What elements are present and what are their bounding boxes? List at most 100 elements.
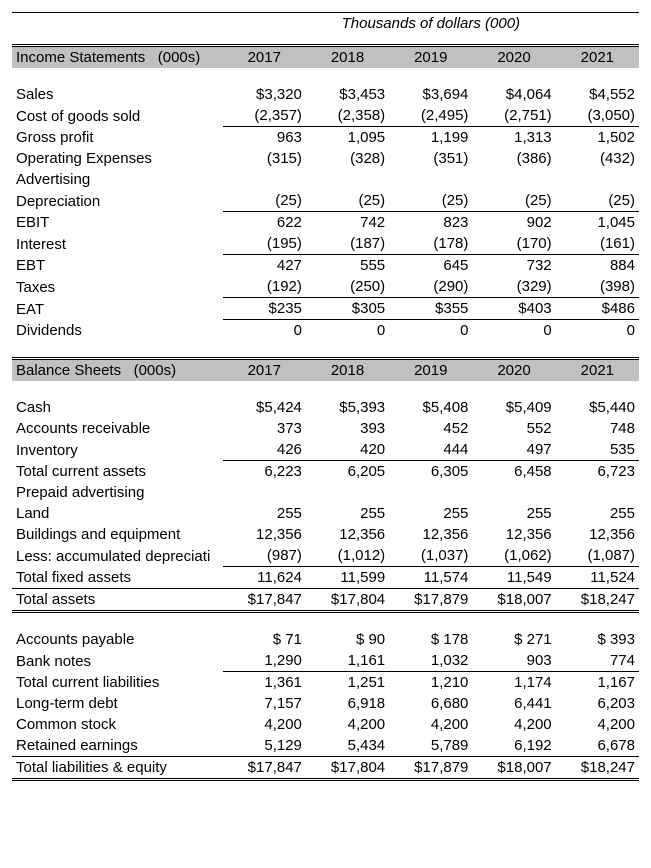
cell-opex-2019: (351) xyxy=(389,148,472,169)
cell-sales-2021: $4,552 xyxy=(556,84,639,105)
row-label-int: Interest xyxy=(12,233,223,255)
cell-accdep-2019: (1,037) xyxy=(389,545,472,567)
row-label-tcl: Total current liabilities xyxy=(12,672,223,694)
cell-eat-2020: $403 xyxy=(472,298,555,320)
cell-tle-2017: $17,847 xyxy=(223,757,306,780)
cell-cogs-2020: (2,751) xyxy=(472,105,555,127)
cell-opex-2021: (432) xyxy=(556,148,639,169)
cell-land-2020: 255 xyxy=(472,503,555,524)
cell-gross-2021: 1,502 xyxy=(556,127,639,149)
cell-eat-2018: $305 xyxy=(306,298,389,320)
row-label-inv: Inventory xyxy=(12,439,223,461)
row-label-div: Dividends xyxy=(12,320,223,342)
cell-ar-2020: 552 xyxy=(472,418,555,439)
cell-land-2017: 255 xyxy=(223,503,306,524)
cell-tfa-2021: 11,524 xyxy=(556,567,639,589)
balance-row-inv: Inventory426420444497535 xyxy=(12,439,639,461)
cell-ppa-2017 xyxy=(223,482,306,503)
cell-tcl-2020: 1,174 xyxy=(472,672,555,694)
cell-ltd-2018: 6,918 xyxy=(306,693,389,714)
cell-dep-2019: (25) xyxy=(389,190,472,212)
cell-inv-2018: 420 xyxy=(306,439,389,461)
cell-tax-2020: (329) xyxy=(472,276,555,298)
cell-gross-2020: 1,313 xyxy=(472,127,555,149)
balance-row-tfa: Total fixed assets11,62411,59911,57411,5… xyxy=(12,567,639,589)
cell-ebit-2019: 823 xyxy=(389,212,472,234)
cell-cogs-2021: (3,050) xyxy=(556,105,639,127)
cell-ar-2018: 393 xyxy=(306,418,389,439)
cell-tca-2017: 6,223 xyxy=(223,461,306,483)
cell-ta-2020: $18,007 xyxy=(472,589,555,612)
cell-cash-2018: $5,393 xyxy=(306,397,389,418)
cell-opex-2017: (315) xyxy=(223,148,306,169)
income-row-tax: Taxes(192)(250)(290)(329)(398) xyxy=(12,276,639,298)
year-2017: 2017 xyxy=(223,46,306,69)
cell-ebt-2019: 645 xyxy=(389,255,472,277)
cell-ppa-2021 xyxy=(556,482,639,503)
income-row-ebt: EBT427555645732884 xyxy=(12,255,639,277)
cell-eat-2017: $235 xyxy=(223,298,306,320)
cell-bn-2019: 1,032 xyxy=(389,650,472,672)
row-label-cogs: Cost of goods sold xyxy=(12,105,223,127)
cell-tfa-2020: 11,549 xyxy=(472,567,555,589)
cell-accdep-2017: (987) xyxy=(223,545,306,567)
row-label-ppa: Prepaid advertising xyxy=(12,482,223,503)
cell-div-2021: 0 xyxy=(556,320,639,342)
cell-re-2018: 5,434 xyxy=(306,735,389,757)
cell-tcl-2017: 1,361 xyxy=(223,672,306,694)
cell-cs-2021: 4,200 xyxy=(556,714,639,735)
cell-ar-2021: 748 xyxy=(556,418,639,439)
cell-tfa-2017: 11,624 xyxy=(223,567,306,589)
cell-ebt-2020: 732 xyxy=(472,255,555,277)
row-label-tax: Taxes xyxy=(12,276,223,298)
cell-tax-2021: (398) xyxy=(556,276,639,298)
cell-tax-2018: (250) xyxy=(306,276,389,298)
cell-ar-2017: 373 xyxy=(223,418,306,439)
cell-eat-2019: $355 xyxy=(389,298,472,320)
row-label-land: Land xyxy=(12,503,223,524)
income-row-adv: Advertising xyxy=(12,169,639,190)
row-label-cs: Common stock xyxy=(12,714,223,735)
cell-bldg-2017: 12,356 xyxy=(223,524,306,545)
cell-int-2021: (161) xyxy=(556,233,639,255)
cell-inv-2017: 426 xyxy=(223,439,306,461)
cell-tle-2019: $17,879 xyxy=(389,757,472,780)
cell-ap-2017: $ 71 xyxy=(223,629,306,650)
row-label-ar: Accounts receivable xyxy=(12,418,223,439)
cell-ebt-2017: 427 xyxy=(223,255,306,277)
income-row-opex: Operating Expenses(315)(328)(351)(386)(4… xyxy=(12,148,639,169)
cell-adv-2021 xyxy=(556,169,639,190)
cell-ltd-2017: 7,157 xyxy=(223,693,306,714)
cell-adv-2018 xyxy=(306,169,389,190)
cell-tle-2021: $18,247 xyxy=(556,757,639,780)
section-heading: Income Statements (000s) xyxy=(12,46,223,69)
cell-ta-2017: $17,847 xyxy=(223,589,306,612)
cell-tfa-2019: 11,574 xyxy=(389,567,472,589)
cell-ta-2018: $17,804 xyxy=(306,589,389,612)
table-title: Thousands of dollars (000) xyxy=(223,13,639,35)
income-row-div: Dividends00000 xyxy=(12,320,639,342)
cell-div-2020: 0 xyxy=(472,320,555,342)
cell-adv-2017 xyxy=(223,169,306,190)
cell-bn-2020: 903 xyxy=(472,650,555,672)
cell-re-2021: 6,678 xyxy=(556,735,639,757)
balance-row-tca: Total current assets6,2236,2056,3056,458… xyxy=(12,461,639,483)
cell-bldg-2021: 12,356 xyxy=(556,524,639,545)
cell-tax-2019: (290) xyxy=(389,276,472,298)
cell-ar-2019: 452 xyxy=(389,418,472,439)
liab-row-re: Retained earnings5,1295,4345,7896,1926,6… xyxy=(12,735,639,757)
balance-row-cash: Cash$5,424$5,393$5,408$5,409$5,440 xyxy=(12,397,639,418)
cell-sales-2019: $3,694 xyxy=(389,84,472,105)
cell-div-2019: 0 xyxy=(389,320,472,342)
cell-ppa-2019 xyxy=(389,482,472,503)
cell-bn-2017: 1,290 xyxy=(223,650,306,672)
year-2020: 2020 xyxy=(472,46,555,69)
cell-ebit-2020: 902 xyxy=(472,212,555,234)
liab-row-cs: Common stock4,2004,2004,2004,2004,200 xyxy=(12,714,639,735)
cell-cs-2019: 4,200 xyxy=(389,714,472,735)
row-label-re: Retained earnings xyxy=(12,735,223,757)
liab-row-bn: Bank notes1,2901,1611,032903774 xyxy=(12,650,639,672)
row-label-accdep: Less: accumulated depreciati xyxy=(12,545,223,567)
row-label-adv: Advertising xyxy=(12,169,223,190)
cell-re-2020: 6,192 xyxy=(472,735,555,757)
